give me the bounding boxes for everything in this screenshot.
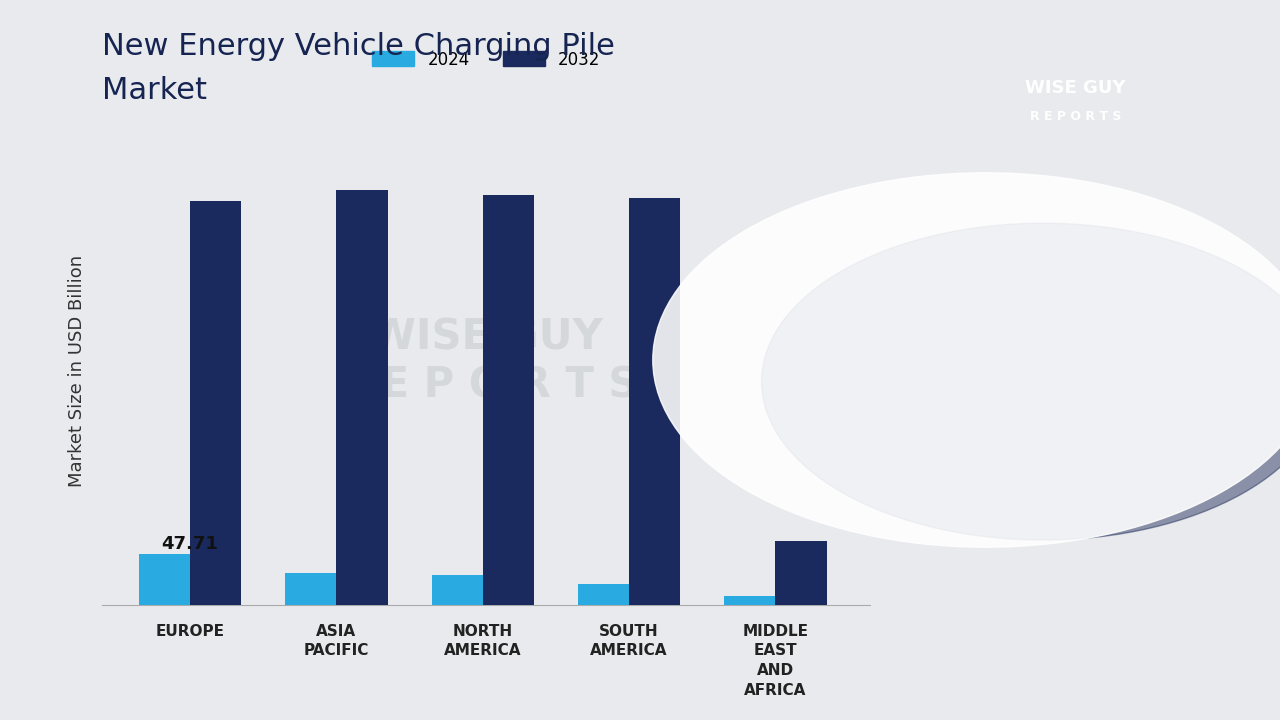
Bar: [483, 195, 534, 605]
Text: New Energy Vehicle Charging Pile: New Energy Vehicle Charging Pile: [102, 32, 616, 61]
Bar: [431, 575, 483, 605]
Bar: [724, 596, 776, 605]
Text: Market: Market: [102, 76, 207, 104]
Bar: [577, 583, 628, 605]
Y-axis label: Market Size in USD Billion: Market Size in USD Billion: [68, 255, 86, 487]
Text: R E P O R T S: R E P O R T S: [1029, 110, 1121, 123]
Text: WISE GUY: WISE GUY: [1025, 79, 1125, 97]
Text: WISE GUY
R E P O R T S: WISE GUY R E P O R T S: [334, 316, 639, 407]
Bar: [337, 190, 388, 605]
Bar: [285, 573, 337, 605]
Text: 47.71: 47.71: [161, 535, 219, 553]
Bar: [140, 554, 191, 605]
Bar: [191, 201, 242, 605]
Bar: [776, 541, 827, 605]
Bar: [628, 199, 680, 605]
Legend: 2024, 2032: 2024, 2032: [364, 42, 609, 77]
